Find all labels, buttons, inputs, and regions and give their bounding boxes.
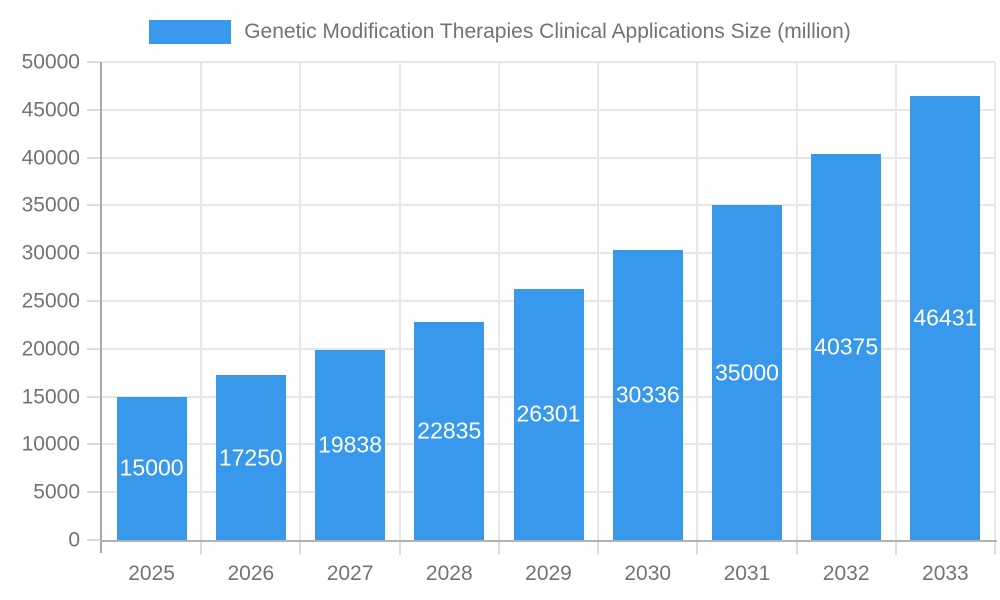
y-axis-label: 15000: [21, 385, 80, 409]
gridline-vertical: [894, 62, 897, 540]
x-axis-tick: [597, 542, 600, 555]
gridline-horizontal: [102, 61, 995, 63]
y-axis-tick: [87, 395, 100, 398]
gridline-vertical: [696, 62, 699, 540]
y-axis-label: 40000: [21, 146, 80, 170]
gridline-horizontal: [102, 204, 995, 207]
bar-2033[interactable]: [910, 96, 981, 540]
x-axis-label: 2033: [922, 562, 969, 585]
x-axis-tick: [894, 542, 897, 555]
x-axis-line: [100, 540, 997, 542]
x-axis-tick: [398, 542, 401, 555]
x-axis-label: 2028: [425, 562, 473, 585]
y-axis-tick: [87, 156, 100, 159]
x-axis-label: 2027: [326, 562, 374, 585]
bar-2031[interactable]: [711, 205, 782, 540]
gridline-vertical: [200, 62, 203, 540]
y-axis-tick: [87, 443, 100, 446]
gridline-vertical: [497, 62, 500, 540]
x-axis-tick: [795, 542, 798, 555]
bar-2025[interactable]: [116, 396, 187, 540]
y-axis-label: 20000: [21, 337, 80, 361]
y-axis-label: 10000: [21, 432, 80, 456]
y-axis-line: [100, 62, 102, 553]
x-axis-label: 2032: [822, 562, 870, 585]
x-axis-label: 2030: [624, 562, 672, 585]
gridline-horizontal: [102, 156, 995, 159]
y-axis-tick: [87, 252, 100, 255]
y-axis-label: 5000: [33, 480, 80, 504]
x-axis-tick: [497, 542, 500, 555]
gridline-horizontal: [102, 108, 995, 111]
x-axis-tick: [994, 542, 996, 555]
legend-swatch: [149, 20, 232, 44]
gridline-vertical: [398, 62, 401, 540]
gridline-vertical: [994, 62, 996, 540]
y-axis-label: 35000: [21, 193, 80, 217]
y-axis-tick: [87, 539, 100, 541]
y-axis-label: 25000: [21, 289, 80, 313]
x-axis-tick: [299, 542, 302, 555]
bar-2029[interactable]: [513, 288, 584, 540]
y-axis-tick: [87, 491, 100, 494]
x-axis-label: 2029: [525, 562, 572, 585]
x-axis-label: 2026: [227, 562, 275, 585]
legend[interactable]: Genetic Modification Therapies Clinical …: [0, 19, 1000, 45]
y-axis-tick: [87, 61, 100, 63]
gridline-vertical: [597, 62, 600, 540]
plot-area: 0 5000 10000 15000 20000 25000 30000 35000 40000…: [22, 52, 997, 584]
x-axis-label: 2031: [723, 562, 771, 585]
bar-2030[interactable]: [612, 249, 683, 540]
legend-label: Genetic Modification Therapies Clinical …: [244, 20, 851, 43]
y-axis-tick: [87, 204, 100, 207]
y-axis-tick: [87, 108, 100, 111]
y-axis-tick: [87, 347, 100, 350]
x-axis-label: 2025: [128, 562, 175, 585]
y-axis-label: 0: [68, 528, 80, 552]
y-axis-label: 50000: [21, 50, 80, 74]
x-axis-tick: [200, 542, 203, 555]
y-axis-label: 30000: [21, 241, 80, 265]
bar-2026[interactable]: [215, 375, 286, 540]
bar-2027[interactable]: [315, 350, 386, 540]
y-axis-tick: [87, 300, 100, 302]
x-axis-tick: [696, 542, 699, 555]
gridline-vertical: [795, 62, 798, 540]
gridline-vertical: [299, 62, 302, 540]
bar-2032[interactable]: [811, 154, 882, 540]
gridline-horizontal: [102, 252, 995, 255]
y-axis-label: 45000: [21, 98, 80, 122]
bar-2028[interactable]: [414, 321, 485, 540]
